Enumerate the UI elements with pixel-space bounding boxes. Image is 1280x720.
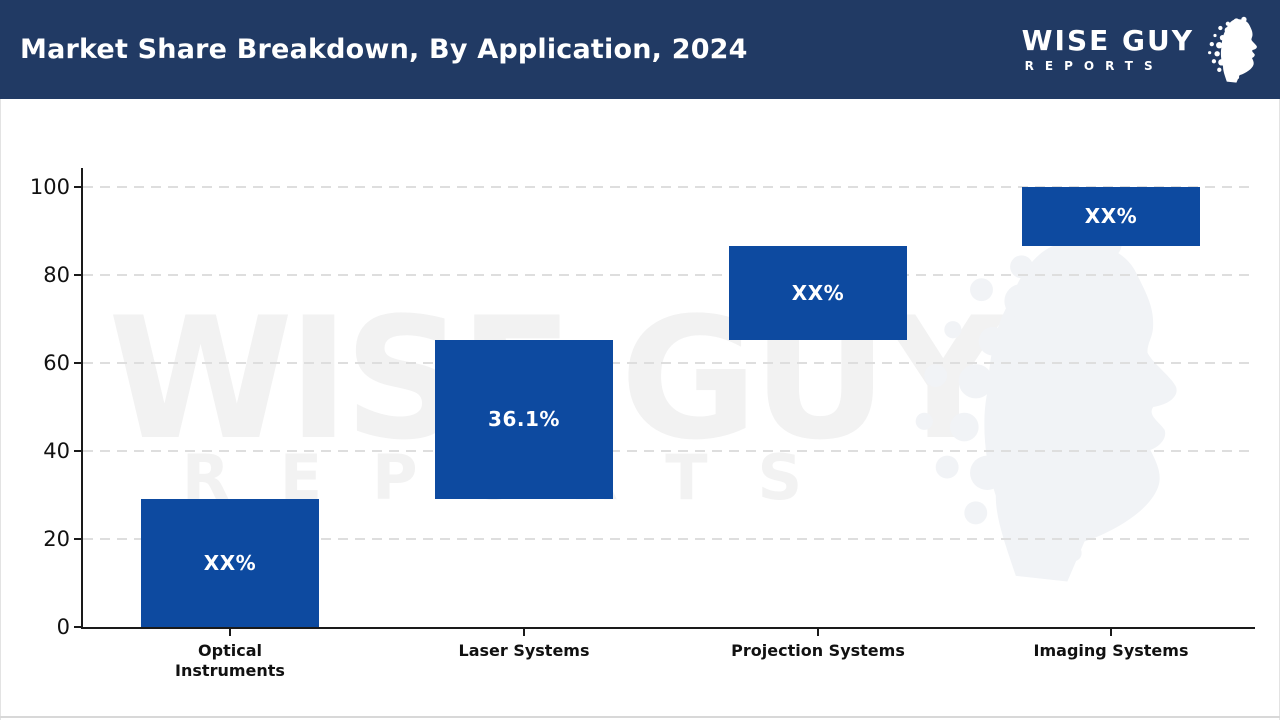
y-tickmark-80 xyxy=(74,273,83,276)
y-tickmark-20 xyxy=(74,537,83,540)
left-edge-divider xyxy=(0,99,1,720)
y-tick-label-60: 60 xyxy=(43,350,70,375)
page-title: Market Share Breakdown, By Application, … xyxy=(20,34,748,65)
y-tick-label-40: 40 xyxy=(43,438,70,463)
bar-value-label-1: XX% xyxy=(203,550,257,575)
x-tickmark-4 xyxy=(1110,629,1112,636)
y-tick-label-0: 0 xyxy=(56,615,70,639)
brand-head-icon xyxy=(1208,16,1257,83)
brand-logo: WISE GUY REPORTS xyxy=(1022,9,1260,91)
bar-3[interactable]: XX% xyxy=(729,245,907,340)
y-tick-label-20: 20 xyxy=(43,526,70,551)
gridline-60 xyxy=(83,361,1253,364)
chart-area: WISE GUY REPORTS 020406080100XX%OpticalI… xyxy=(0,99,1280,720)
x-category-label-3: Projection Systems xyxy=(731,641,905,660)
x-tickmark-3 xyxy=(817,629,819,636)
gridline-20 xyxy=(83,537,1253,540)
gridline-80 xyxy=(83,273,1253,276)
header-bar: Market Share Breakdown, By Application, … xyxy=(0,0,1280,99)
bottom-divider xyxy=(0,716,1280,718)
y-tickmark-100 xyxy=(74,185,83,188)
x-tickmark-1 xyxy=(229,629,231,636)
bar-value-label-2: 36.1% xyxy=(488,407,560,432)
y-axis-line xyxy=(81,168,83,629)
x-axis-line xyxy=(81,627,1255,629)
brand-subtitle: REPORTS xyxy=(1024,59,1164,73)
x-category-label-1: Optical Instruments xyxy=(175,641,285,680)
y-tick-label-80: 80 xyxy=(43,262,70,287)
brand-logo-text: WISE GUY REPORTS xyxy=(1021,24,1194,74)
bar-value-label-3: XX% xyxy=(791,280,845,305)
x-category-label-4: Imaging Systems xyxy=(1033,641,1189,660)
gridline-40 xyxy=(83,449,1253,452)
gridline-100 xyxy=(83,185,1253,188)
bar-4[interactable]: XX% xyxy=(1022,186,1200,246)
y-tickmark-60 xyxy=(74,361,83,364)
x-tickmark-2 xyxy=(523,629,525,636)
bar-1[interactable]: XX% xyxy=(141,498,319,627)
y-tickmark-40 xyxy=(74,449,83,452)
y-tickmark-0 xyxy=(74,626,83,628)
x-category-label-2: Laser Systems xyxy=(458,641,590,660)
bar-value-label-4: XX% xyxy=(1084,204,1138,228)
y-tick-label-100: 100 xyxy=(29,174,70,199)
bar-2[interactable]: 36.1% xyxy=(435,339,613,499)
brand-name: WISE GUY xyxy=(1021,24,1194,57)
